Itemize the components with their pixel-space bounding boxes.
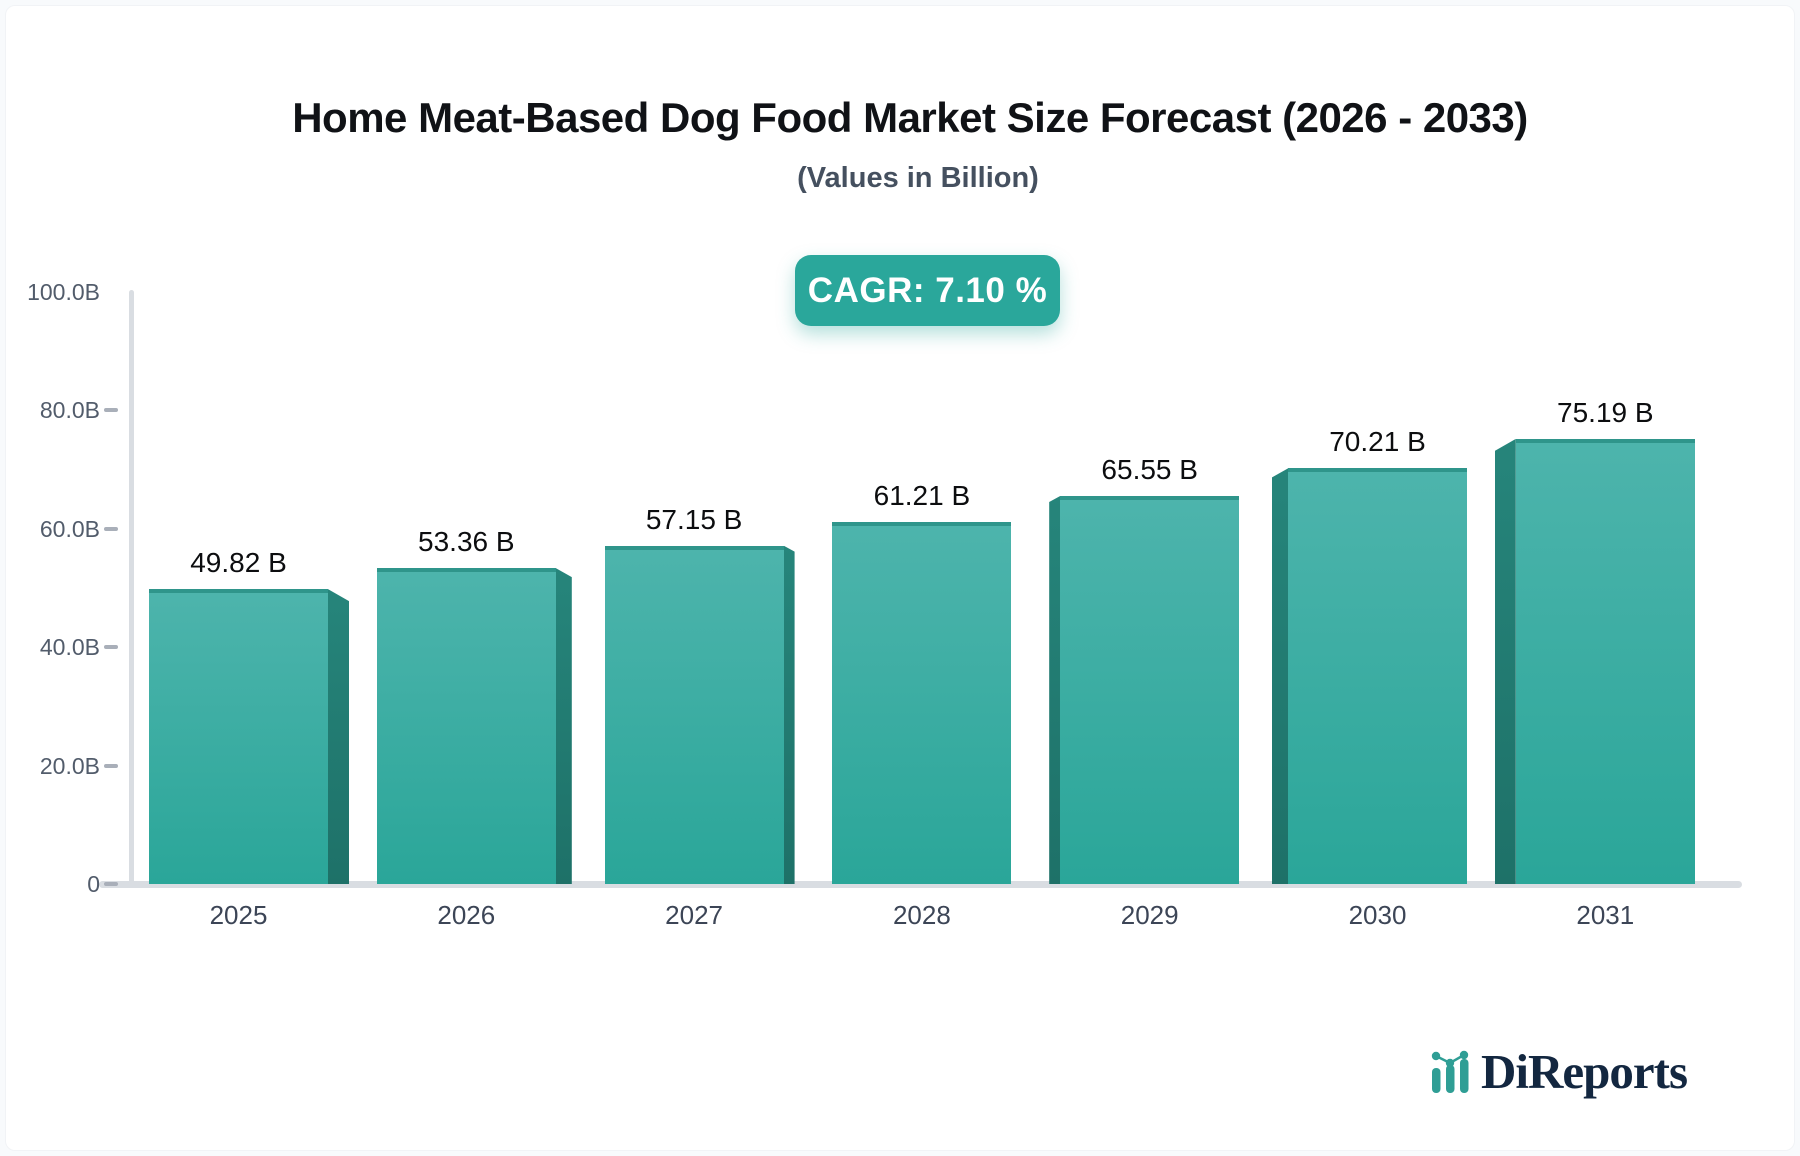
x-axis-label: 2026 bbox=[437, 900, 496, 930]
x-axis-line bbox=[99, 881, 1742, 888]
y-axis-tick-label: 0 bbox=[87, 871, 100, 897]
y-axis-tick-label: 60.0B bbox=[39, 515, 100, 542]
y-axis-tick-label: 80.0B bbox=[39, 397, 100, 424]
cagr-badge-label: CAGR: 7.10 % bbox=[807, 270, 1048, 310]
x-axis-label: 2025 bbox=[209, 900, 268, 930]
x-axis-label: 2028 bbox=[892, 900, 951, 930]
page-title: Home Meat-Based Dog Food Market Size For… bbox=[292, 94, 1528, 141]
bar-value-label: 61.21 B bbox=[873, 479, 971, 511]
y-axis-tick-mark bbox=[104, 645, 118, 650]
bar-side-face bbox=[1272, 468, 1288, 884]
y-axis-tick-mark bbox=[104, 763, 118, 768]
bar-value-label: 49.82 B bbox=[190, 547, 287, 579]
bar-value-label: 65.55 B bbox=[1101, 453, 1198, 485]
bar bbox=[1515, 438, 1695, 884]
bar-value-label: 53.36 B bbox=[418, 526, 515, 558]
bar bbox=[1060, 495, 1240, 884]
bar-side-face bbox=[1494, 438, 1516, 884]
bar bbox=[149, 589, 328, 884]
y-axis-tick-mark bbox=[104, 526, 118, 531]
page-subtitle: (Values in Billion) bbox=[797, 162, 1039, 194]
brand-logo-chart-icon bbox=[1431, 1050, 1469, 1093]
bar-value-label: 70.21 B bbox=[1329, 426, 1426, 458]
y-axis-tick-label: 100.0B bbox=[27, 279, 100, 305]
bar bbox=[1288, 468, 1467, 884]
y-axis-tick-mark bbox=[104, 408, 118, 413]
bar-side-face bbox=[783, 545, 795, 884]
bar bbox=[604, 545, 784, 884]
y-axis-tick-mark bbox=[104, 882, 118, 886]
y-axis-line bbox=[129, 290, 134, 888]
bar-value-label: 75.19 B bbox=[1557, 396, 1654, 428]
bar-value-label: 57.15 B bbox=[645, 503, 743, 535]
brand-logo-text: DiReports bbox=[1481, 1043, 1688, 1099]
bar bbox=[376, 568, 556, 884]
x-axis-label: 2030 bbox=[1348, 900, 1407, 930]
bar-side-face bbox=[328, 589, 349, 884]
x-axis-label: 2027 bbox=[665, 900, 724, 930]
cagr-badge: CAGR: 7.10 % bbox=[795, 255, 1060, 326]
bar bbox=[832, 521, 1012, 884]
x-axis-label: 2031 bbox=[1576, 900, 1635, 930]
brand-logo: DiReports bbox=[1430, 1038, 1688, 1099]
bar-side-face bbox=[1049, 495, 1061, 884]
bar-side-face bbox=[555, 568, 572, 884]
y-axis-tick-label: 40.0B bbox=[39, 634, 100, 661]
y-axis-tick-label: 20.0B bbox=[39, 752, 100, 779]
x-axis-label: 2029 bbox=[1120, 900, 1179, 930]
